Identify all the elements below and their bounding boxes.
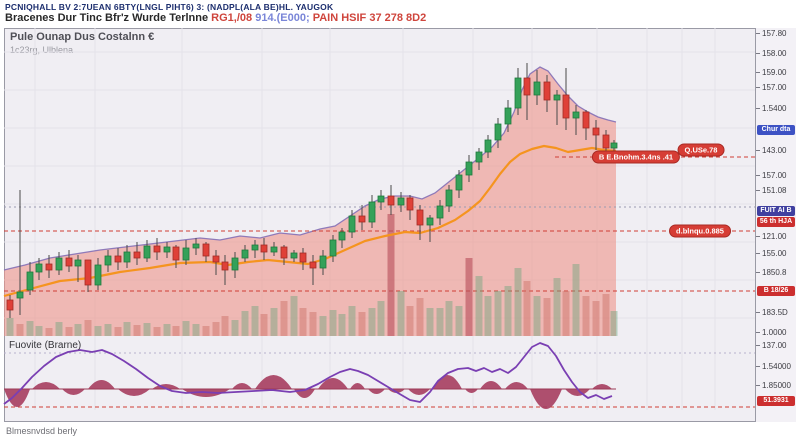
price-pill[interactable]: d.blnqu.0.885 bbox=[669, 224, 731, 238]
price-axis[interactable]: 157.80 158.00 159.00 157.00 1.5400 Chur dta 14… bbox=[755, 28, 796, 422]
price-axis-label: 159.00 bbox=[756, 67, 796, 77]
header-value-blue: 914.(E000; bbox=[255, 12, 310, 24]
price-pill[interactable]: B E.Bnohm.3.4ns .41 bbox=[591, 150, 681, 164]
tick-mark bbox=[756, 149, 760, 151]
tick-mark bbox=[756, 344, 760, 346]
header-symbol-line: PCNIQHALL BV 2:7UEAN 6BTY(LNGL PIHT6) 3:… bbox=[5, 2, 334, 12]
tick-mark bbox=[756, 365, 760, 367]
price-axis-badge: FUIT AI B bbox=[757, 206, 795, 216]
footer-text: Blmesnvdsd berly bbox=[6, 426, 78, 436]
tick-mark bbox=[756, 174, 760, 176]
price-axis-badge: Chur dta bbox=[757, 125, 795, 135]
tick-mark bbox=[756, 189, 760, 191]
chart-watermark: Pule Ounap Dus Costalnn € 1c23rg, Ulblen… bbox=[10, 31, 154, 55]
tick-mark bbox=[756, 311, 760, 313]
price-axis-label: 158.00 bbox=[756, 48, 796, 58]
price-axis-label: 151.08 bbox=[756, 185, 796, 195]
price-pill[interactable]: Q.USe.78 bbox=[677, 143, 725, 157]
watermark-subtitle: 1c23rg, Ulblena bbox=[10, 45, 74, 55]
tick-mark bbox=[756, 331, 760, 333]
price-axis-label: 1.5400 bbox=[756, 103, 796, 113]
price-axis-label: 1.85000 bbox=[756, 380, 796, 390]
price-axis-label: 183.5D bbox=[756, 307, 796, 317]
tick-mark bbox=[756, 86, 760, 88]
price-axis-label: 157.80 bbox=[756, 28, 796, 38]
price-axis-label: 1.54000 bbox=[756, 361, 796, 371]
price-axis-label: 143.00 bbox=[756, 145, 796, 155]
price-axis-label: 157.00 bbox=[756, 82, 796, 92]
price-axis-badge: B 18/26 bbox=[757, 286, 795, 296]
price-axis-label: 1850.8 bbox=[756, 267, 796, 277]
price-axis-label: 155.00 bbox=[756, 248, 796, 258]
tick-mark bbox=[756, 32, 760, 34]
header-value-red2: PAIN HSIF 37 278 8D2 bbox=[312, 12, 427, 24]
tick-mark bbox=[756, 235, 760, 237]
tick-mark bbox=[756, 71, 760, 73]
header-value-red: RG1,/08 bbox=[211, 12, 253, 24]
price-axis-badge: 51.3931 bbox=[757, 396, 795, 406]
watermark-title: Pule Ounap Dus Costalnn € bbox=[10, 31, 155, 43]
tick-mark bbox=[756, 271, 760, 273]
price-axis-label: 157.00 bbox=[756, 170, 796, 180]
tick-mark bbox=[756, 384, 760, 386]
tick-mark bbox=[756, 107, 760, 109]
header-title-line: Bracenes Dur Tinc Bfr'z Wurde Terlnne RG… bbox=[5, 12, 426, 24]
price-axis-label: 1.0000 bbox=[756, 327, 796, 337]
tick-mark bbox=[756, 252, 760, 254]
tick-mark bbox=[756, 52, 760, 54]
price-axis-label: 137.00 bbox=[756, 340, 796, 350]
header-title-text: Bracenes Dur Tinc Bfr'z Wurde Terlnne bbox=[5, 12, 209, 24]
oscillator-label: Fuovite (Brarne) bbox=[9, 340, 82, 351]
price-axis-label: 121.00 bbox=[756, 231, 796, 241]
price-axis-badge: 56 th HJA bbox=[757, 217, 795, 227]
